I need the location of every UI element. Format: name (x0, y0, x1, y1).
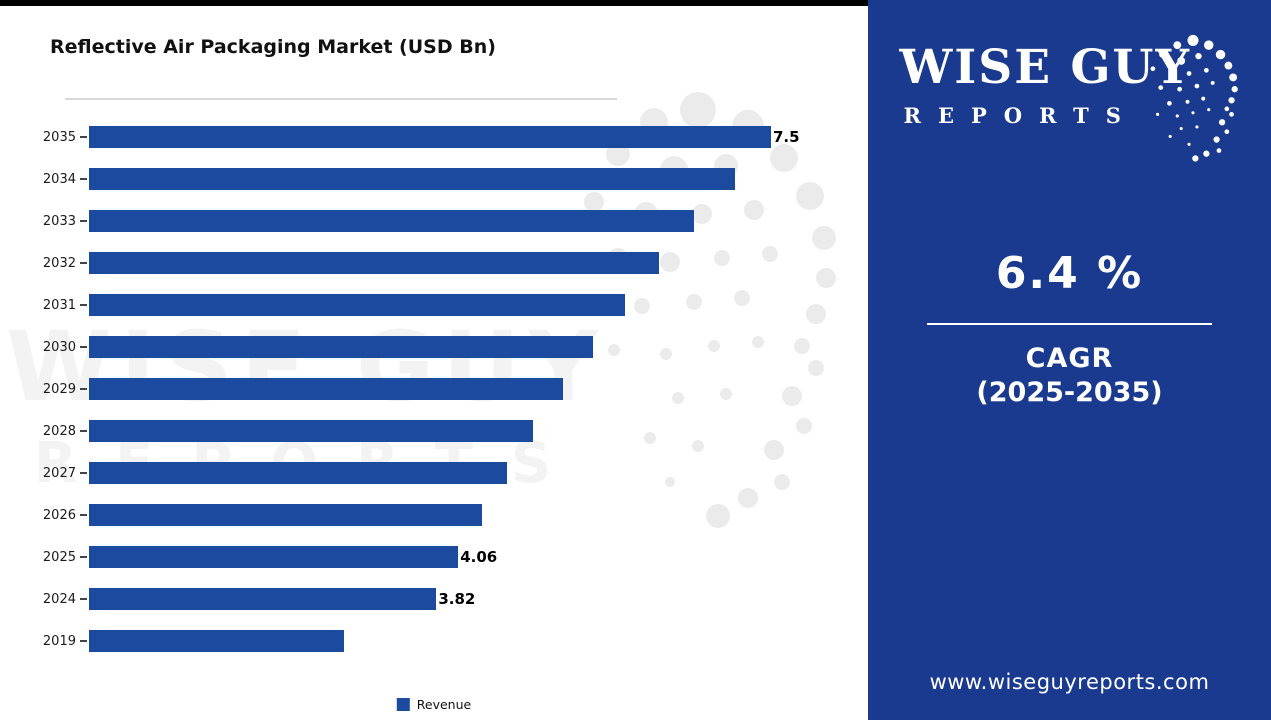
y-axis-label: 2035 (42, 129, 76, 145)
wiseguy-logo: WISE GUY REPORTS (899, 34, 1240, 170)
y-axis-tick (80, 514, 87, 516)
revenue-bar (89, 546, 459, 568)
chart-panel: WISE GUY REPORTS (0, 0, 868, 712)
legend-swatch-revenue (396, 698, 410, 711)
y-axis-tick (80, 388, 87, 390)
logo-head-dots-icon (1150, 34, 1238, 162)
y-axis-tick (80, 262, 87, 264)
y-axis-label: 2026 (42, 507, 76, 523)
logo-text-line2: REPORTS (903, 103, 1138, 128)
cagr-value: 6.4 % (995, 248, 1144, 299)
chart-row: 2026 (14, 494, 868, 536)
chart-row: 2027 (14, 452, 868, 494)
logo-text-line1: WISE GUY (899, 40, 1192, 95)
cagr-label: CAGR (1025, 343, 1114, 374)
y-axis-tick (80, 346, 87, 348)
chart-row: 2019 (14, 620, 868, 662)
title-divider (65, 98, 617, 100)
revenue-bar (89, 336, 593, 358)
chart-row: 2031 (14, 284, 868, 326)
revenue-bar (89, 588, 437, 610)
revenue-bar (89, 252, 660, 274)
chart-legend: Revenue (396, 697, 472, 712)
chart-row: 2033 (14, 200, 868, 242)
chart-row: 2030 (14, 326, 868, 368)
revenue-bar (89, 294, 625, 316)
y-axis-tick (80, 304, 87, 306)
y-axis-tick (80, 472, 87, 474)
y-axis-label: 2027 (42, 465, 76, 481)
website-url[interactable]: www.wiseguyreports.com (929, 670, 1210, 694)
bar-value-label: 7.5 (773, 128, 800, 146)
y-axis-label: 2032 (42, 255, 76, 271)
y-axis-label: 2019 (42, 633, 76, 649)
chart-row: 2029 (14, 368, 868, 410)
revenue-bar (89, 378, 563, 400)
y-axis-tick (80, 220, 87, 222)
chart-row: 2028 (14, 410, 868, 452)
y-axis-label: 2034 (42, 171, 76, 187)
chart-rows: 2035 7.5 2034 2033 2032 2031 2030 2029 2028 2027 2… (14, 116, 868, 662)
bar-value-label: 4.06 (460, 548, 498, 566)
legend-label-revenue: Revenue (416, 697, 472, 712)
revenue-bar (89, 462, 508, 484)
chart-title: Reflective Air Packaging Market (USD Bn) (50, 36, 496, 58)
bar-value-label: 3.82 (438, 590, 476, 608)
chart-row: 2024 3.82 (14, 578, 868, 620)
y-axis-label: 2024 (42, 591, 76, 607)
chart-row: 2035 7.5 (14, 116, 868, 158)
revenue-bar (89, 420, 533, 442)
revenue-bar (89, 126, 771, 148)
chart-row: 2034 (14, 158, 868, 200)
y-axis-tick (80, 178, 87, 180)
cagr-divider (927, 323, 1212, 325)
y-axis-tick (80, 136, 87, 138)
cagr-period: (2025-2035) (976, 377, 1163, 408)
revenue-bar (89, 630, 344, 652)
y-axis-label: 2033 (42, 213, 76, 229)
revenue-bar (89, 210, 694, 232)
y-axis-label: 2029 (42, 381, 76, 397)
y-axis-label: 2031 (42, 297, 76, 313)
revenue-bar (89, 168, 735, 190)
revenue-bar (89, 504, 482, 526)
y-axis-tick (80, 640, 87, 642)
y-axis-label: 2028 (42, 423, 76, 439)
chart-row: 2032 (14, 242, 868, 284)
y-axis-tick (80, 598, 87, 600)
side-panel: WISE GUY REPORTS (868, 0, 1271, 720)
y-axis-tick (80, 556, 87, 558)
chart-row: 2025 4.06 (14, 536, 868, 578)
y-axis-label: 2025 (42, 549, 76, 565)
y-axis-tick (80, 430, 87, 432)
y-axis-label: 2030 (42, 339, 76, 355)
